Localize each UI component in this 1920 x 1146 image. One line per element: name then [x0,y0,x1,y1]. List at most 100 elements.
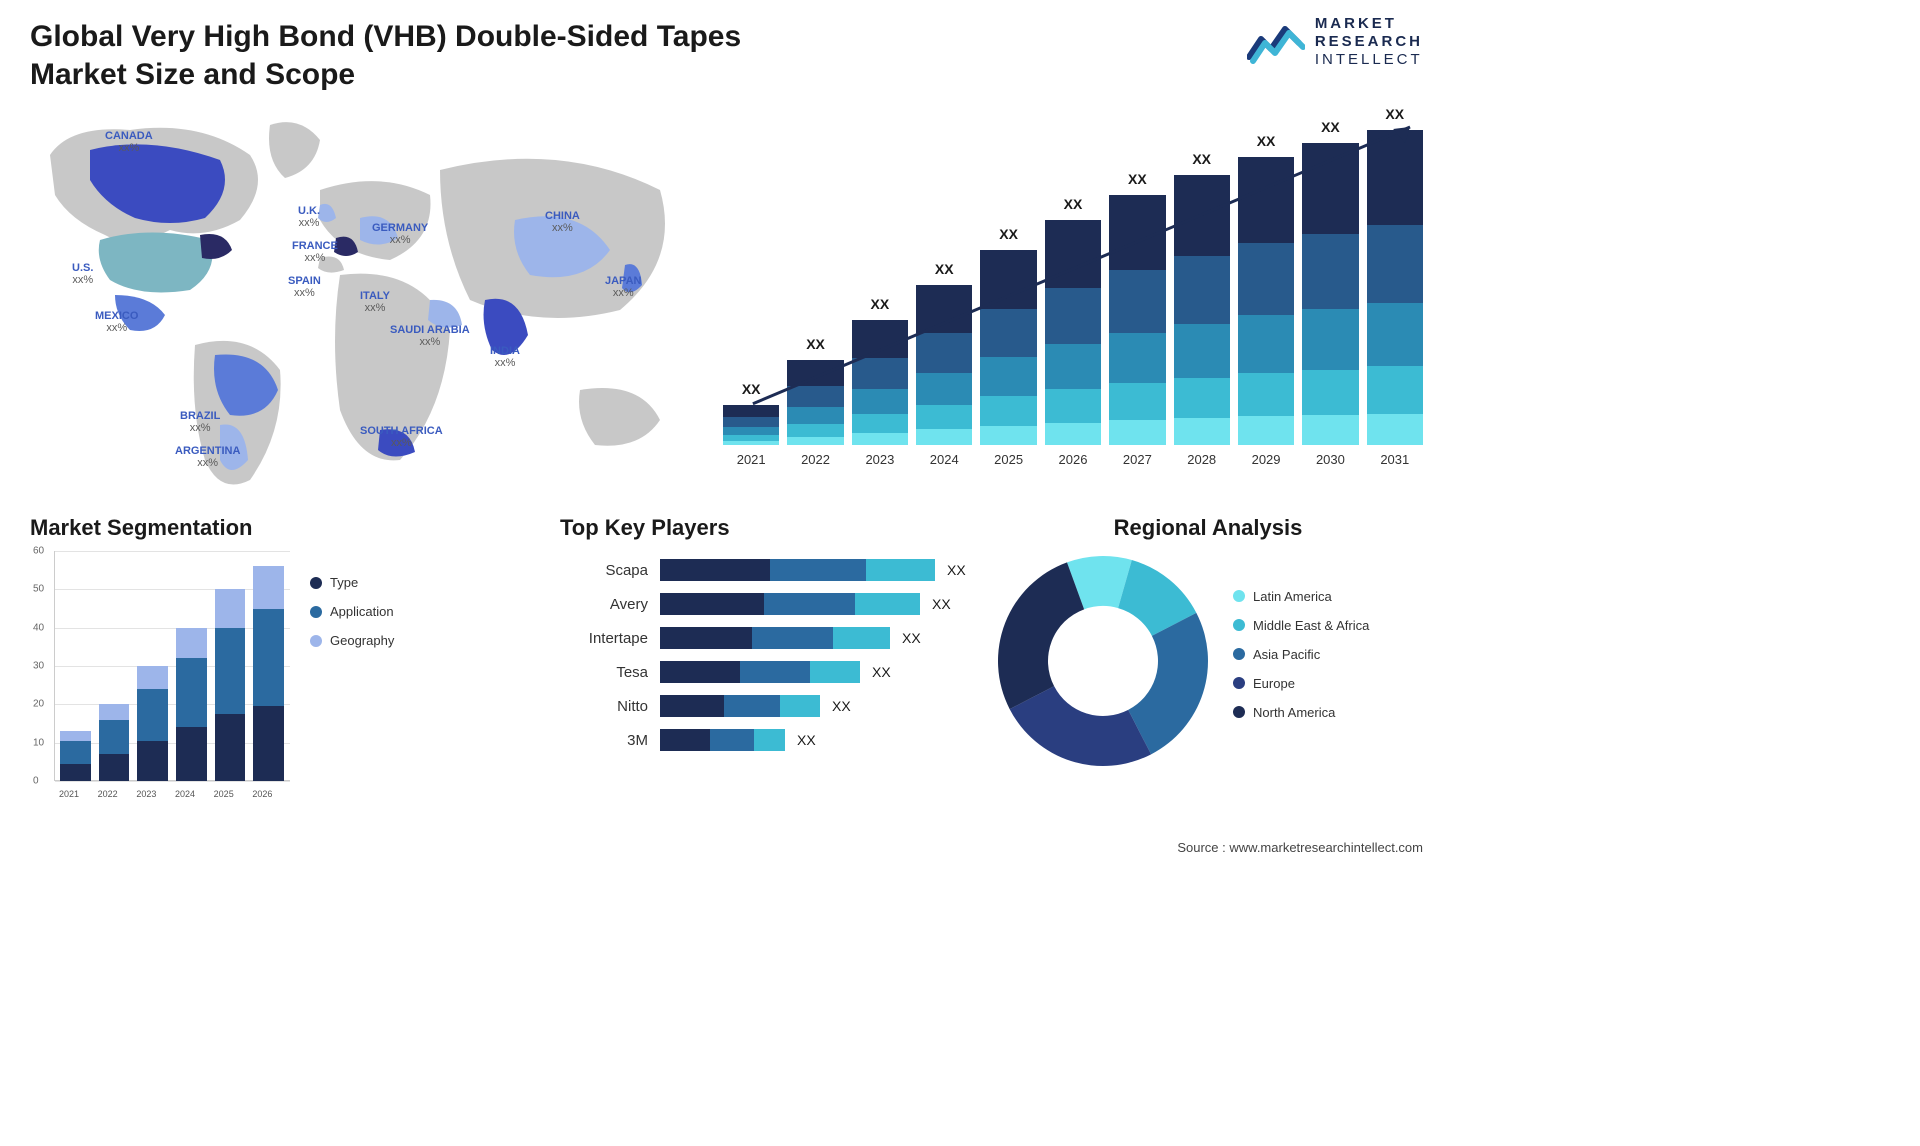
player-value: XX [832,698,851,714]
brand-logo: MARKET RESEARCH INTELLECT [1247,15,1423,69]
legend-item: Application [310,604,394,619]
seg-bar: 2021 [60,731,91,781]
legend-item: Middle East & Africa [1233,618,1369,633]
player-value: XX [902,630,921,646]
map-label: CHINAxx% [545,210,580,234]
source-text: Source : www.marketresearchintellect.com [1177,840,1423,855]
market-size-chart: XX2021XX2022XX2023XX2024XX2025XX2026XX20… [723,95,1423,470]
legend-dot-icon [1233,677,1245,689]
segmentation-section: Market Segmentation 0102030405060 202120… [30,515,430,801]
legend-label: Middle East & Africa [1253,618,1369,633]
player-bar [660,559,935,581]
y-tick-label: 30 [33,661,44,672]
bar-value-label: XX [1109,171,1165,187]
donut-slice [1010,686,1151,766]
player-bar [660,661,860,683]
map-label: U.K.xx% [298,205,320,229]
legend-dot-icon [1233,706,1245,718]
legend-dot-icon [1233,648,1245,660]
seg-year-label: 2025 [209,789,239,799]
bar-year-label: 2025 [980,452,1036,467]
bar-value-label: XX [1045,196,1101,212]
y-tick-label: 60 [33,546,44,557]
logo-mark-icon [1247,19,1305,65]
seg-bar: 2022 [99,704,130,781]
bar-value-label: XX [1367,106,1423,122]
segmentation-title: Market Segmentation [30,515,430,541]
donut-slice [998,562,1084,709]
segmentation-legend: TypeApplicationGeography [310,575,394,662]
map-label: SOUTH AFRICAxx% [360,425,443,449]
map-label: ARGENTINAxx% [175,445,240,469]
player-name: Scapa [560,562,660,579]
map-label: CANADAxx% [105,130,153,154]
map-label: INDIAxx% [490,345,520,369]
logo-line2: RESEARCH [1315,33,1423,50]
player-value: XX [947,562,966,578]
main-bar: XX2022 [787,360,843,445]
map-label: BRAZILxx% [180,410,220,434]
seg-bar: 2025 [215,589,246,781]
legend-label: Asia Pacific [1253,647,1320,662]
bar-value-label: XX [1174,151,1230,167]
y-tick-label: 0 [33,776,39,787]
players-title: Top Key Players [560,515,980,541]
player-bar [660,729,785,751]
player-value: XX [932,596,951,612]
bar-year-label: 2026 [1045,452,1101,467]
bar-year-label: 2027 [1109,452,1165,467]
players-chart: ScapaXXAveryXXIntertapeXXTesaXXNittoXX3M… [560,559,980,751]
player-name: Tesa [560,664,660,681]
player-row: 3MXX [560,729,980,751]
regional-section: Regional Analysis Latin America Middle Ea… [993,515,1423,771]
legend-item: Geography [310,633,394,648]
main-bar: XX2031 [1367,130,1423,445]
map-label: FRANCExx% [292,240,338,264]
map-label: GERMANYxx% [372,222,428,246]
main-bar: XX2025 [980,250,1036,445]
main-bar: XX2027 [1109,195,1165,445]
legend-label: Application [330,604,394,619]
legend-label: North America [1253,705,1335,720]
legend-dot-icon [310,577,322,589]
bar-year-label: 2031 [1367,452,1423,467]
player-name: Intertape [560,630,660,647]
y-tick-label: 40 [33,622,44,633]
player-row: AveryXX [560,593,980,615]
bar-year-label: 2024 [916,452,972,467]
main-bar: XX2021 [723,405,779,445]
main-bar: XX2030 [1302,143,1358,445]
bar-value-label: XX [916,261,972,277]
seg-year-label: 2022 [93,789,123,799]
player-value: XX [872,664,891,680]
main-bar: XX2026 [1045,220,1101,445]
regional-donut [993,551,1213,771]
main-bar: XX2024 [916,285,972,445]
player-row: NittoXX [560,695,980,717]
regional-title: Regional Analysis [993,515,1423,541]
map-label: SPAINxx% [288,275,321,299]
y-tick-label: 50 [33,584,44,595]
players-section: Top Key Players ScapaXXAveryXXIntertapeX… [560,515,980,763]
bar-value-label: XX [1238,133,1294,149]
legend-dot-icon [310,635,322,647]
bar-year-label: 2030 [1302,452,1358,467]
seg-year-label: 2021 [54,789,84,799]
legend-item: Asia Pacific [1233,647,1369,662]
legend-dot-icon [310,606,322,618]
map-label: MEXICOxx% [95,310,138,334]
legend-label: Geography [330,633,394,648]
seg-year-label: 2023 [131,789,161,799]
seg-bar: 2024 [176,628,207,781]
legend-item: Latin America [1233,589,1369,604]
player-bar [660,593,920,615]
player-row: Scapa XX [560,559,980,581]
player-bar [660,627,890,649]
legend-label: Latin America [1253,589,1332,604]
player-value: XX [797,732,816,748]
player-bar [660,695,820,717]
logo-line1: MARKET [1315,15,1397,32]
y-tick-label: 20 [33,699,44,710]
logo-text: MARKET RESEARCH INTELLECT [1315,15,1423,69]
main-bar: XX2023 [852,320,908,445]
